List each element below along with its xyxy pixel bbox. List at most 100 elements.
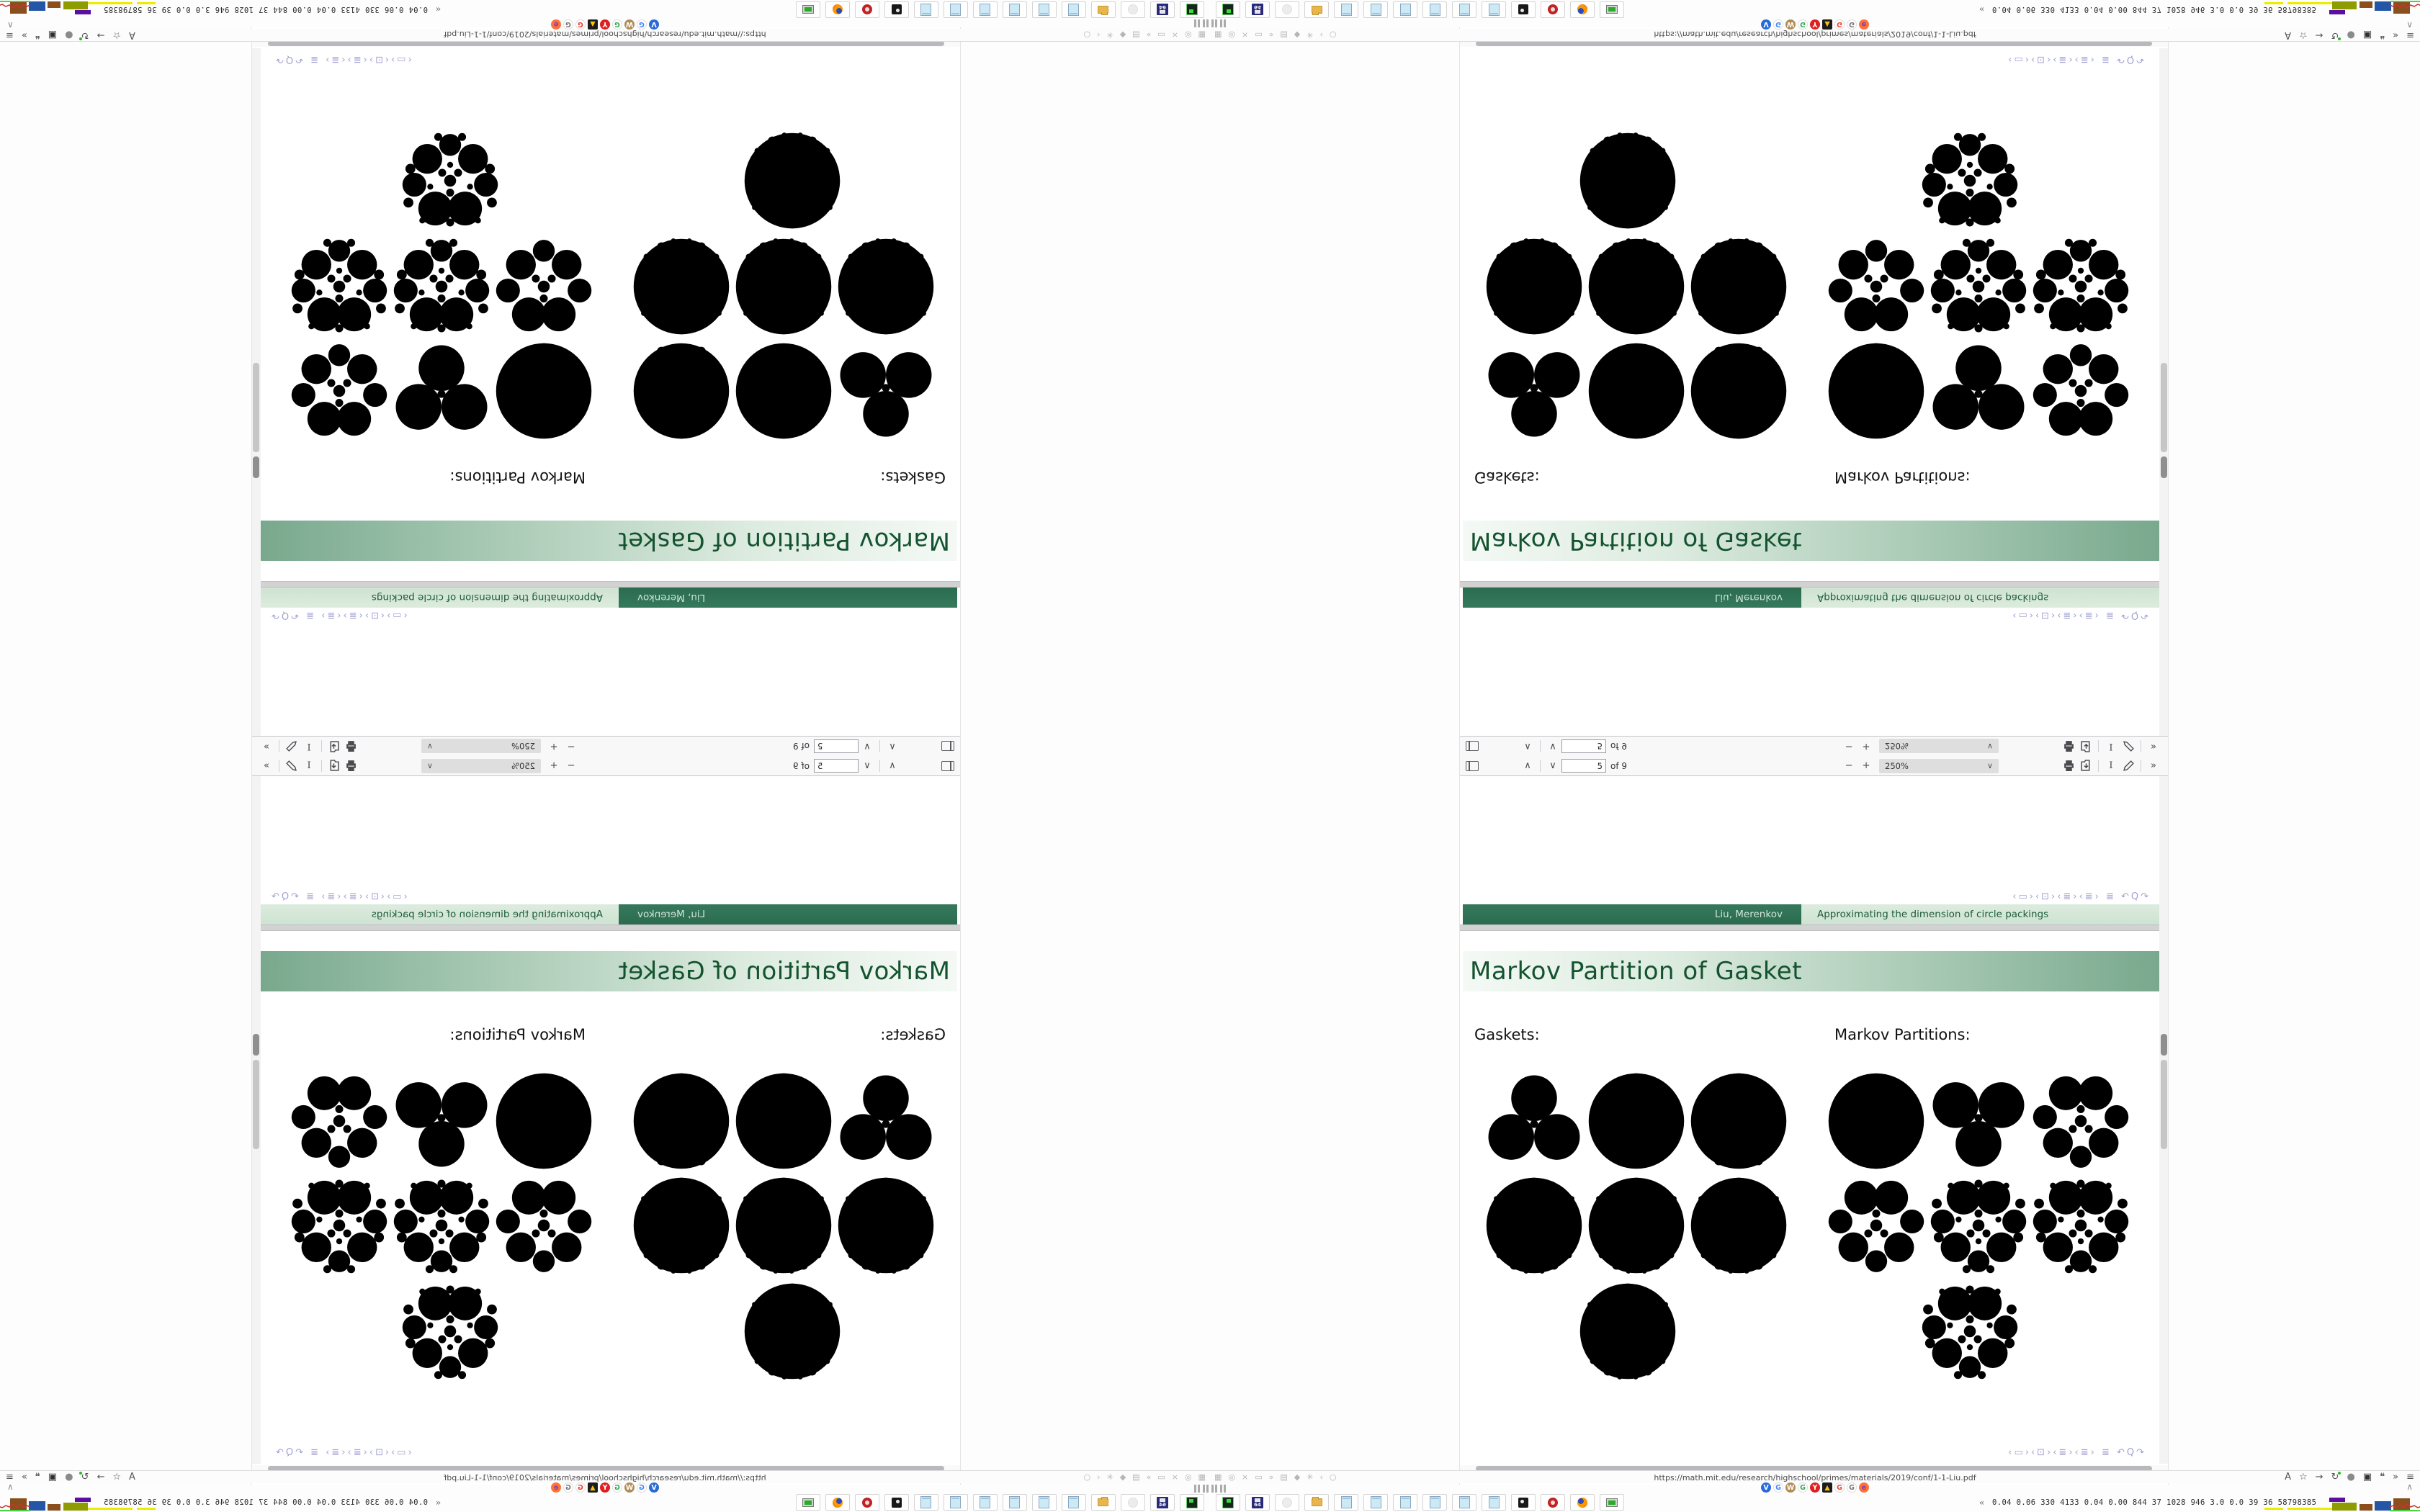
- taskbar-firefox-app[interactable]: [1570, 1, 1595, 18]
- taskbar-terminal-app[interactable]: [1393, 1494, 1417, 1511]
- tray-icon[interactable]: ▤: [1132, 30, 1140, 40]
- reload-icon[interactable]: ↻: [81, 1472, 89, 1482]
- maps-favicon[interactable]: V: [1761, 19, 1771, 30]
- taskbar-firefox-app[interactable]: [825, 1494, 850, 1511]
- monitor-expander[interactable]: «: [1979, 1498, 1985, 1508]
- taskbar-firefox-app[interactable]: [825, 1, 850, 18]
- next-page-button[interactable]: ∨: [1549, 760, 1556, 771]
- text-select-tool-button[interactable]: I: [2109, 741, 2113, 752]
- pdf-document-area[interactable]: ‹▭›‹⊡›‹≣›‹≣› ≣ ↶Q↷ Liu, Merenkov Approxi…: [252, 48, 960, 736]
- tray-icon[interactable]: ×: [1171, 1472, 1178, 1482]
- taskbar-terminal-app[interactable]: [1363, 1, 1388, 18]
- more-tools-button[interactable]: »: [264, 741, 269, 752]
- medal-favicon[interactable]: W: [1785, 1482, 1796, 1493]
- draw-tool-button[interactable]: [2121, 739, 2136, 755]
- taskbar-terminal-app[interactable]: [1062, 1, 1086, 18]
- sidebar-toggle-icon[interactable]: [941, 741, 954, 752]
- bookmark-star-icon[interactable]: ☆: [2299, 1472, 2308, 1482]
- tray-icon[interactable]: ×: [1242, 1472, 1249, 1482]
- taskbar-gimp-app[interactable]: [884, 1, 909, 18]
- tray-icon[interactable]: ▭: [1157, 30, 1165, 40]
- google-favicon[interactable]: G: [1798, 1482, 1808, 1493]
- tray-icon[interactable]: ✳: [1106, 30, 1113, 40]
- zoom-out-button[interactable]: −: [1845, 741, 1853, 752]
- tray-icon[interactable]: ×: [1242, 30, 1249, 40]
- tray-icon[interactable]: ▭: [1255, 30, 1263, 40]
- google-favicon[interactable]: G: [1798, 19, 1808, 30]
- translate-icon[interactable]: A: [2285, 30, 2292, 40]
- taskbar-floppy-green-app[interactable]: [1216, 1494, 1240, 1511]
- taskbar-terminal-app[interactable]: [973, 1, 998, 18]
- zoom-select[interactable]: 250% ∨: [1879, 739, 1999, 754]
- vertical-scrollbar-thumb[interactable]: [253, 1034, 259, 1056]
- taskbar-floppy-green-app[interactable]: [1216, 1, 1240, 18]
- download-button[interactable]: [2079, 739, 2093, 755]
- photo-favicon[interactable]: ▲: [588, 1482, 598, 1493]
- taskbar-terminal-app[interactable]: [1452, 1, 1476, 18]
- taskbar-inactive-app[interactable]: [1121, 1, 1145, 18]
- taskbar-gimp-app[interactable]: [884, 1494, 909, 1511]
- pointer-icon[interactable]: ❝: [35, 30, 40, 40]
- y-favicon[interactable]: Y: [1810, 19, 1820, 30]
- taskbar-floppy-64-app[interactable]: 64: [1245, 1494, 1270, 1511]
- tray-icon[interactable]: ✳: [1307, 1472, 1314, 1482]
- taskbar-terminal-app[interactable]: [1363, 1494, 1388, 1511]
- sidebar-toggle-icon[interactable]: [1466, 741, 1479, 752]
- globe-icon[interactable]: ●: [65, 30, 73, 40]
- extension-icon[interactable]: ▣: [48, 30, 58, 40]
- zoom-out-button[interactable]: −: [1845, 760, 1853, 771]
- taskbar-monitor-app[interactable]: [796, 1, 820, 18]
- firefox-favicon[interactable]: e: [1859, 19, 1869, 30]
- reload-icon[interactable]: ↻: [2331, 1472, 2341, 1482]
- tray-icon[interactable]: ◎: [1184, 1472, 1192, 1482]
- y-favicon[interactable]: Y: [1810, 1482, 1820, 1493]
- vertical-scrollbar-thumb-secondary[interactable]: [253, 1060, 259, 1149]
- tray-icon[interactable]: ▭: [1157, 1472, 1165, 1482]
- pointer-icon[interactable]: ❝: [2380, 1472, 2385, 1482]
- zoom-select[interactable]: 250% ∨: [421, 739, 541, 754]
- next-page-button[interactable]: ∨: [1549, 741, 1556, 752]
- google-favicon[interactable]: G: [637, 1482, 647, 1493]
- taskbar-terminal-app[interactable]: [1032, 1, 1057, 18]
- tray-icon[interactable]: ◎: [1184, 30, 1192, 40]
- tray-icon[interactable]: »: [1146, 1472, 1152, 1482]
- draw-tool-button[interactable]: [284, 758, 299, 774]
- pdf-document-area[interactable]: ‹▭›‹⊡›‹≣›‹≣› ≣ ↶Q↷ Liu, Merenkov Approxi…: [252, 776, 960, 1464]
- photo-favicon[interactable]: ▲: [1822, 19, 1832, 30]
- zoom-out-button[interactable]: −: [567, 760, 575, 771]
- taskbar-terminal-app[interactable]: [1334, 1, 1358, 18]
- photo-favicon[interactable]: ▲: [588, 19, 598, 30]
- zoom-in-button[interactable]: +: [1862, 741, 1870, 752]
- taskbar-floppy-64-app[interactable]: 64: [1245, 1, 1270, 18]
- zoom-in-button[interactable]: +: [550, 760, 558, 771]
- taskbar-inactive-app[interactable]: [1275, 1494, 1299, 1511]
- horizontal-scrollbar[interactable]: [1460, 1465, 2168, 1472]
- next-page-button[interactable]: ∨: [864, 760, 871, 771]
- horizontal-scrollbar-thumb[interactable]: [268, 41, 944, 46]
- overflow-icon[interactable]: »: [21, 1472, 27, 1482]
- bookmark-star-icon[interactable]: ☆: [112, 1472, 121, 1482]
- google-favicon[interactable]: G: [612, 1482, 622, 1493]
- more-tools-button[interactable]: »: [264, 760, 269, 771]
- pdf-document-area[interactable]: ‹▭›‹⊡›‹≣›‹≣› ≣ ↶Q↷ Liu, Merenkov Approxi…: [1460, 776, 2168, 1464]
- globe-icon[interactable]: ●: [2347, 1472, 2355, 1482]
- translate-icon[interactable]: A: [128, 30, 135, 40]
- taskbar-gimp-app[interactable]: [1511, 1494, 1536, 1511]
- taskbar-firefox-app[interactable]: [1570, 1494, 1595, 1511]
- print-button[interactable]: [344, 739, 359, 755]
- extension-icon[interactable]: ▣: [2362, 30, 2372, 40]
- medal-favicon[interactable]: W: [624, 19, 635, 30]
- chevron-up-icon[interactable]: ∧: [7, 1482, 14, 1492]
- sidebar-toggle-icon[interactable]: [941, 760, 954, 771]
- vertical-scrollbar[interactable]: [252, 48, 261, 736]
- google-favicon[interactable]: G: [1847, 19, 1857, 30]
- tray-icon[interactable]: ▦: [1214, 1472, 1222, 1482]
- taskbar-monitor-app[interactable]: [796, 1494, 820, 1511]
- google-favicon[interactable]: G: [1773, 19, 1783, 30]
- maps-favicon[interactable]: V: [1761, 1482, 1771, 1493]
- page-number-input[interactable]: [1561, 759, 1606, 773]
- vertical-scrollbar[interactable]: [2159, 48, 2168, 736]
- vertical-scrollbar-thumb[interactable]: [2161, 1034, 2167, 1056]
- pager-bar[interactable]: [1211, 1485, 1214, 1493]
- taskbar-floppy-green-app[interactable]: [1180, 1494, 1204, 1511]
